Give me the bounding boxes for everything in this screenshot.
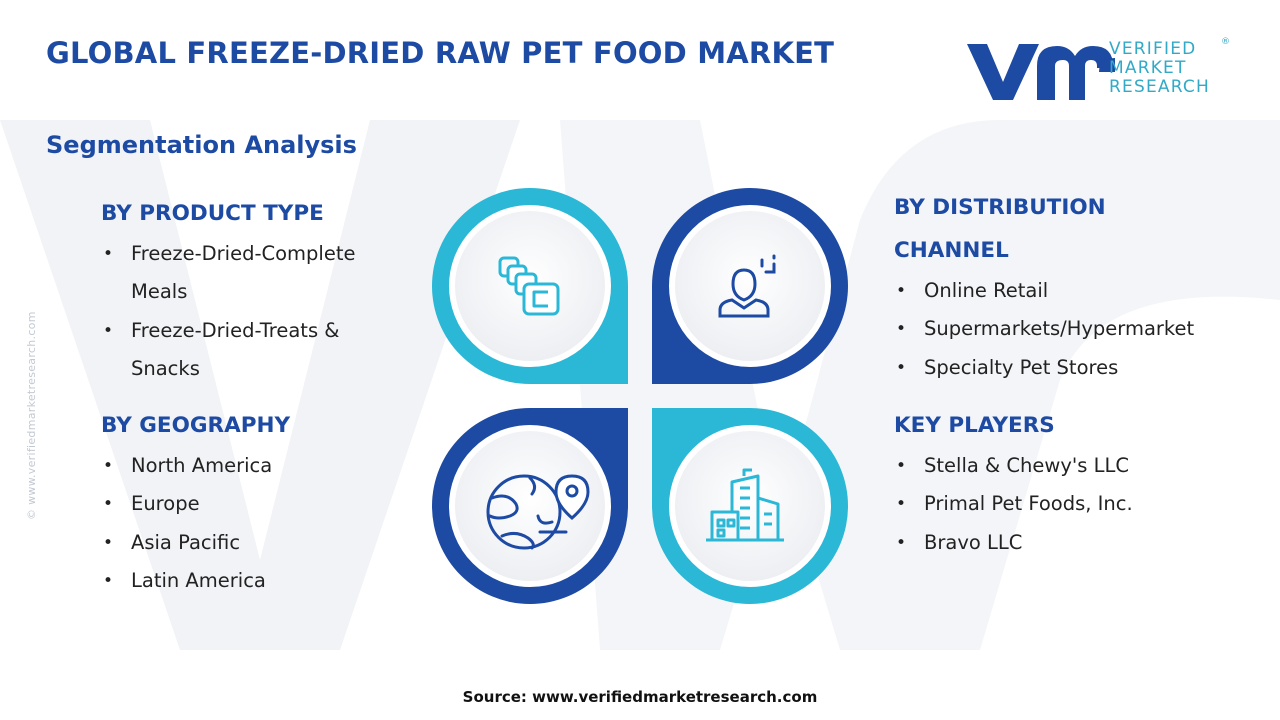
side-watermark-url: © www.verifiedmarketresearch.com [25,311,38,520]
list-item: Bravo LLC [894,524,1133,563]
list-item: Freeze-Dried-Treats & [101,312,356,351]
inner-circle-bottom-right [669,425,831,587]
list-item: Online Retail [894,272,1194,311]
list-item-continuation: Meals [131,280,188,304]
segment-list: North America Europe Asia Pacific Latin … [101,447,290,600]
segment-heading: BY GEOGRAPHY [101,413,291,438]
segmentation-quadrant-graphic [432,188,848,604]
segment-key-players: KEY PLAYERS Stella & Chewy's LLC Primal … [894,404,1133,562]
inner-circle-top-right [669,205,831,367]
person-screen-icon [718,254,776,318]
segment-heading-line1: BY DISTRIBUTION [894,195,1106,220]
list-item: Europe [101,485,290,524]
globe-location-icon [486,474,590,550]
segment-product-type: BY PRODUCT TYPE Freeze-Dried-Complete Me… [101,192,356,388]
logo-line-verified: VERIFIED [1109,39,1197,59]
logo-line-research: RESEARCH [1109,77,1210,97]
product-blocks-icon [498,256,560,316]
list-item: North America [101,447,290,486]
segment-heading-line2: CHANNEL [894,238,1009,263]
segment-heading: BY PRODUCT TYPE [101,201,324,226]
list-item-continuation: Snacks [131,356,200,380]
list-item: Primal Pet Foods, Inc. [894,485,1133,524]
logo-wordmark: VERIFIED MARKET RESEARCH [1109,40,1210,97]
segment-list: Freeze-Dried-Complete Meals Freeze-Dried… [101,235,356,388]
list-item: Freeze-Dried-Complete [101,235,356,274]
source-citation: Source: www.verifiedmarketresearch.com [462,688,818,706]
buildings-icon [706,468,784,542]
section-subtitle: Segmentation Analysis [46,131,357,159]
registered-mark: ® [1221,37,1230,47]
list-item: Stella & Chewy's LLC [894,447,1133,486]
page-title: GLOBAL FREEZE-DRIED RAW PET FOOD MARKET [46,36,835,70]
list-item: Specialty Pet Stores [894,349,1194,388]
inner-circle-bottom-left [449,425,611,587]
segment-list: Stella & Chewy's LLC Primal Pet Foods, I… [894,447,1133,562]
list-item: Supermarkets/Hypermarket [894,310,1194,349]
segment-distribution-channel: BY DISTRIBUTION CHANNEL Online Retail Su… [894,186,1194,387]
segment-list: Online Retail Supermarkets/Hypermarket S… [894,272,1194,387]
segment-geography: BY GEOGRAPHY North America Europe Asia P… [101,404,290,600]
logo-line-market: MARKET [1109,58,1187,78]
list-item: Asia Pacific [101,524,290,563]
vmr-logo [967,44,1115,100]
segment-heading: KEY PLAYERS [894,413,1055,438]
list-item: Latin America [101,562,290,601]
